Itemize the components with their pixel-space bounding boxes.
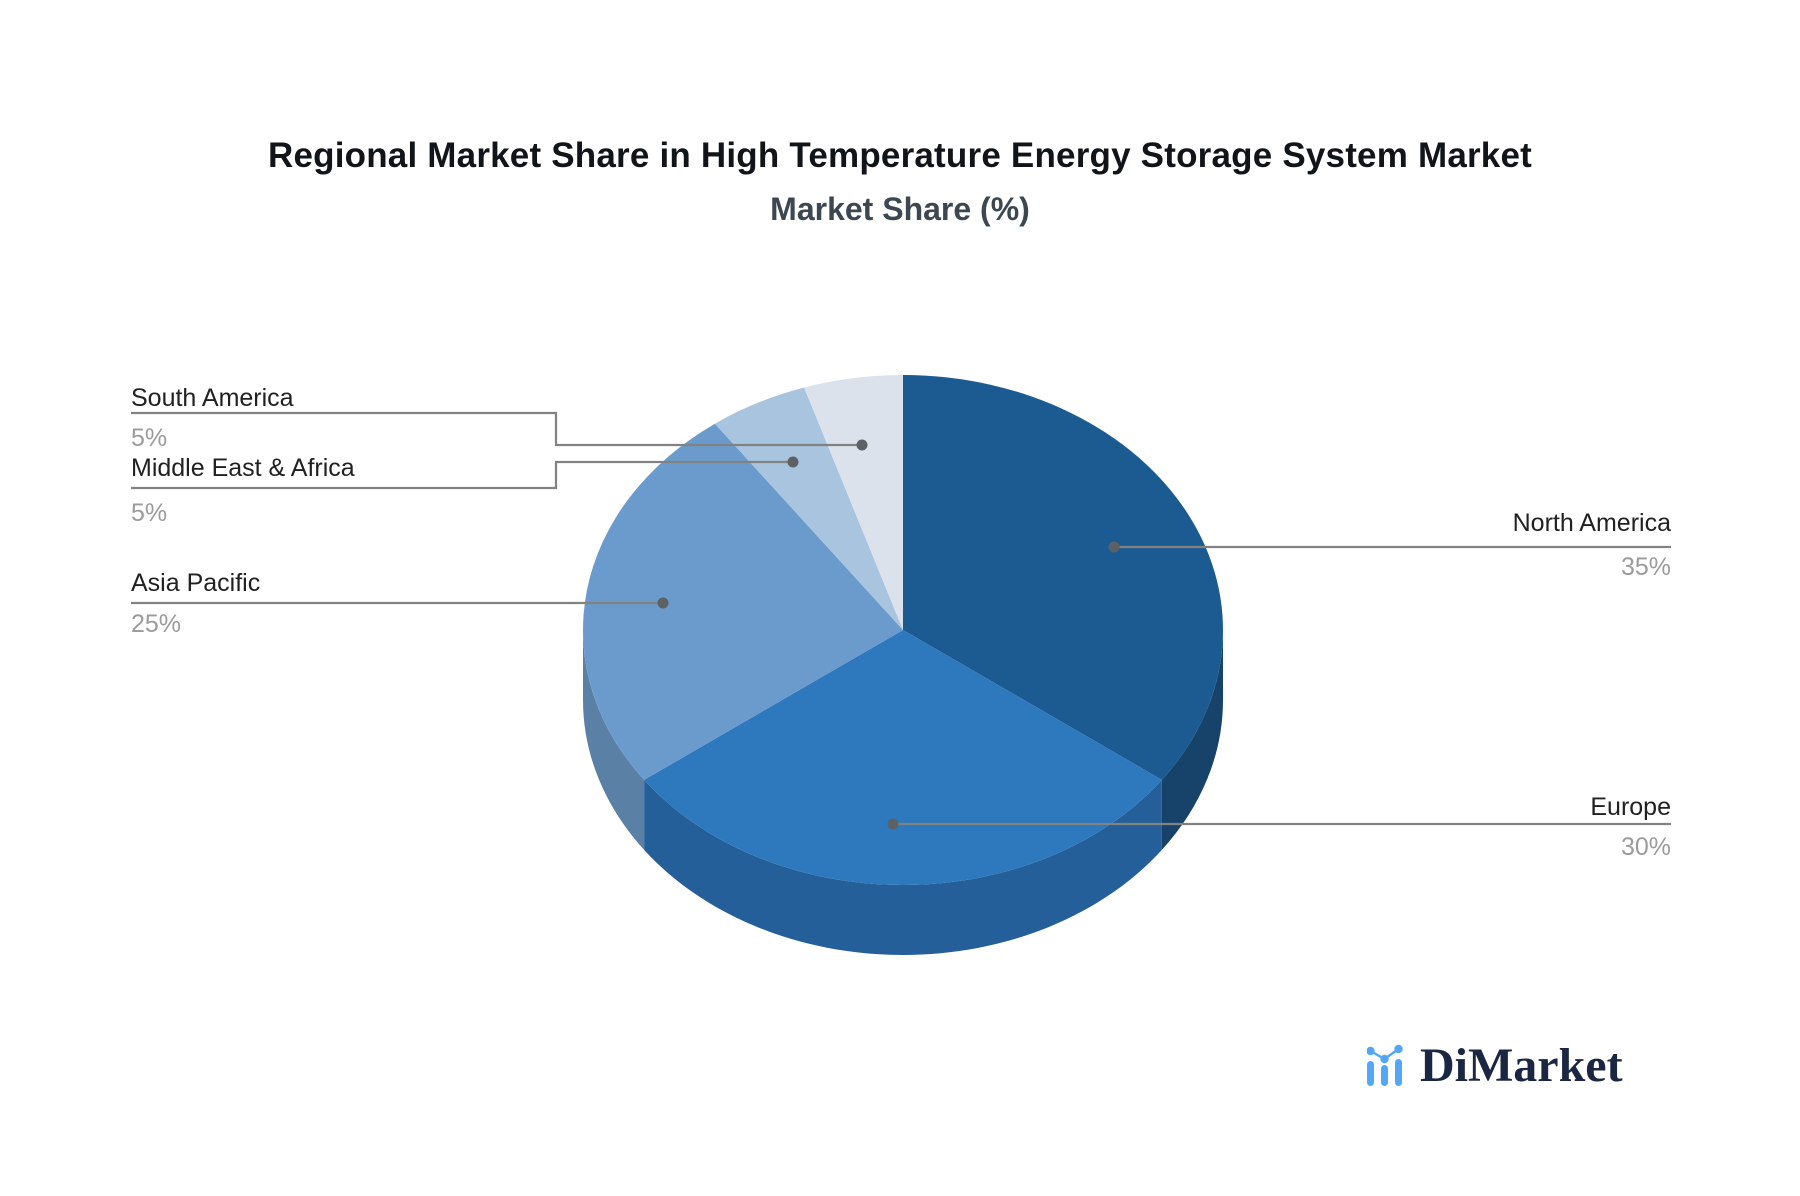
- leader-dot-asia-pacific: [657, 597, 669, 609]
- slice-pct-north-america: 35%: [1620, 553, 1671, 581]
- chart-subtitle: Market Share (%): [770, 191, 1030, 227]
- slice-label-north-america: North America: [1512, 509, 1671, 537]
- pie-side-north-america: [1161, 630, 1223, 850]
- leader-dot-europe: [887, 818, 899, 830]
- brand-logo-text: DiMarket: [1420, 1039, 1623, 1092]
- slice-pct-asia-pacific: 25%: [131, 610, 182, 638]
- slice-label-middle-east-africa: Middle East & Africa: [131, 454, 355, 482]
- leader-line-south-america: [131, 411, 862, 447]
- slice-pct-middle-east-africa: 5%: [131, 499, 168, 527]
- pie-slice-europe: [644, 630, 1162, 885]
- pie-slice-middle-east-africa: [714, 387, 903, 630]
- chart-title: Regional Market Share in High Temperatur…: [267, 136, 1532, 175]
- slice-label-south-america: South America: [131, 384, 294, 412]
- slice-pct-europe: 30%: [1620, 833, 1671, 861]
- logo-bar-3: [1395, 1059, 1402, 1086]
- leader-dot-south-america: [856, 439, 868, 451]
- pie-slice-asia-pacific: [583, 423, 903, 780]
- pie-side-asia-pacific: [583, 630, 645, 850]
- pie-slice-north-america: [903, 375, 1224, 780]
- brand-logo: DiMarket: [1367, 1040, 1623, 1092]
- pie-slice-south-america: [804, 375, 903, 630]
- logo-bar-2: [1381, 1065, 1388, 1086]
- logo-dot-3: [1394, 1044, 1403, 1054]
- pie-side-europe: [644, 779, 1162, 956]
- logo-dot-2: [1380, 1054, 1389, 1064]
- leader-dot-north-america: [1108, 541, 1120, 553]
- leader-line-middle-east-africa: [131, 460, 793, 490]
- slice-label-asia-pacific: Asia Pacific: [131, 569, 261, 597]
- dimarket-logo-icon: [1367, 1044, 1403, 1086]
- logo-bar-1: [1367, 1061, 1374, 1086]
- slice-pct-south-america: 5%: [131, 424, 168, 452]
- logo-dot-1: [1367, 1046, 1375, 1056]
- slice-label-europe: Europe: [1590, 793, 1671, 821]
- leader-dot-middle-east-africa: [787, 456, 799, 468]
